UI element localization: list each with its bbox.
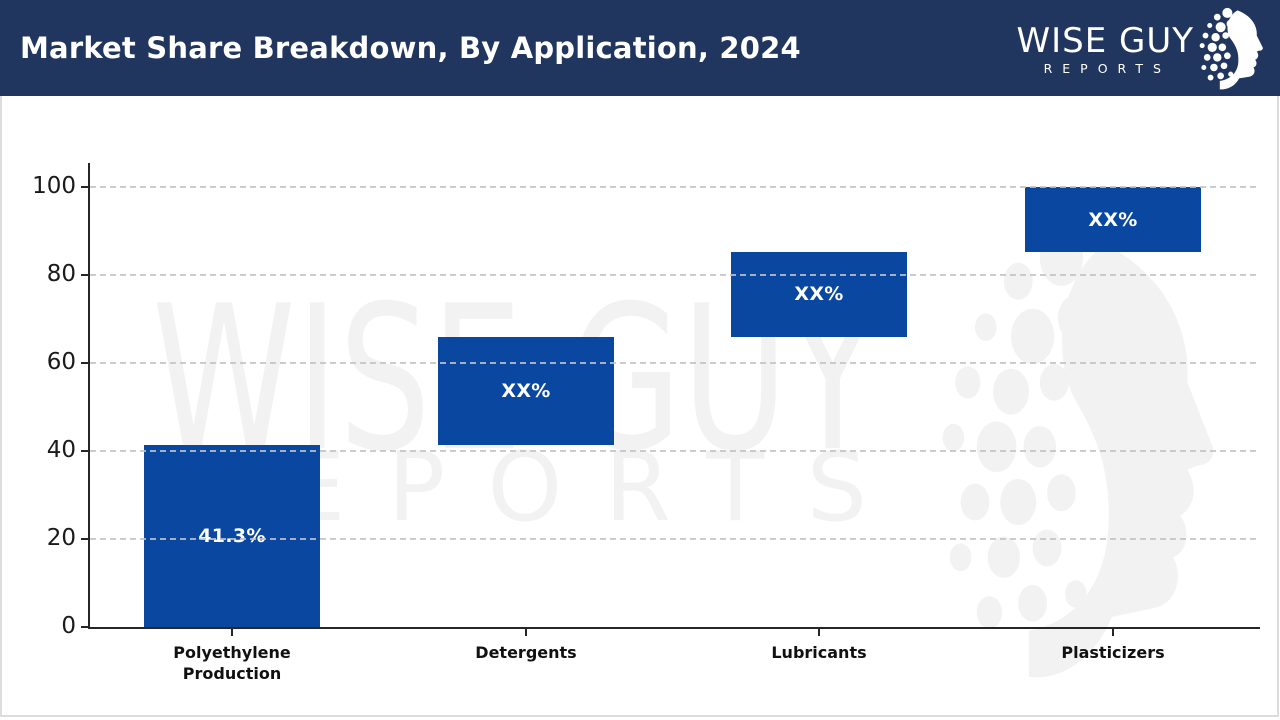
y-tick: [81, 450, 90, 452]
y-tick-label: 100: [32, 173, 76, 199]
y-tick-label: 40: [46, 437, 76, 463]
chart-area: WISE GUY REPORTS 02040608010041.3%XX%XX%…: [0, 96, 1279, 717]
y-tick-label: 0: [61, 613, 76, 639]
x-tick: [231, 629, 233, 636]
bar-value-label: XX%: [794, 283, 844, 306]
y-tick: [81, 274, 90, 276]
gridline: [90, 450, 1260, 452]
brand-name: WISE GUY: [1016, 21, 1194, 61]
y-tick: [81, 626, 90, 628]
y-tick-label: 80: [46, 261, 76, 287]
y-tick-label: 60: [46, 349, 76, 375]
brand-logo: WISE GUY REPORTS: [1000, 6, 1268, 92]
category-label-3: Lubricants: [771, 643, 867, 662]
x-tick: [818, 629, 820, 636]
bar-detergents: XX%: [438, 336, 614, 446]
category-label-4: Plasticizers: [1061, 643, 1165, 662]
y-axis: [88, 163, 90, 629]
category-label-1: Polyethylene Production: [173, 643, 291, 683]
bar-polyethylene-production: 41.3%: [144, 445, 320, 627]
gridline: [90, 186, 1260, 188]
watermark-face-icon: [942, 230, 1214, 678]
gridline: [90, 274, 1260, 276]
brand-subname: REPORTS: [1043, 61, 1171, 76]
bar-value-label: XX%: [1088, 208, 1138, 231]
x-tick: [1112, 629, 1114, 636]
page-title: Market Share Breakdown, By Application, …: [20, 31, 801, 65]
x-axis: [88, 627, 1260, 629]
header-bar: Market Share Breakdown, By Application, …: [0, 0, 1280, 96]
bar-value-label: XX%: [501, 379, 551, 402]
brand-logo-text: WISE GUY REPORTS: [1016, 22, 1194, 76]
y-tick: [81, 362, 90, 364]
y-tick: [81, 538, 90, 540]
gridline: [90, 362, 1260, 364]
y-tick-label: 20: [46, 525, 76, 551]
gridline: [90, 538, 1260, 540]
bar-value-label: 41.3%: [198, 525, 266, 548]
x-tick: [525, 629, 527, 636]
y-tick: [81, 186, 90, 188]
bar-plasticizers: XX%: [1025, 187, 1201, 253]
bar-lubricants: XX%: [731, 252, 907, 337]
category-label-2: Detergents: [475, 643, 577, 662]
